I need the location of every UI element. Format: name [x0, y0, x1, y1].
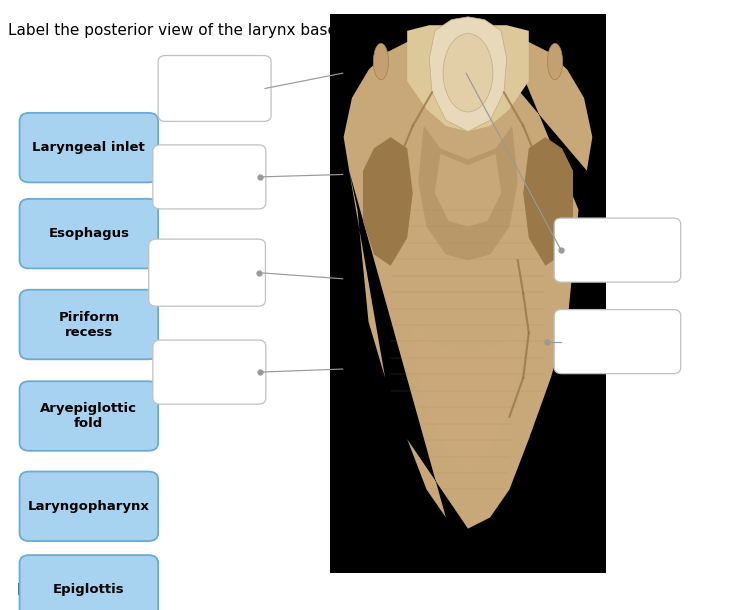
- FancyBboxPatch shape: [554, 218, 681, 282]
- FancyBboxPatch shape: [20, 472, 158, 541]
- FancyBboxPatch shape: [20, 199, 158, 268]
- Polygon shape: [343, 31, 593, 529]
- FancyBboxPatch shape: [20, 113, 158, 182]
- Ellipse shape: [547, 43, 562, 80]
- FancyBboxPatch shape: [158, 56, 271, 121]
- Polygon shape: [363, 137, 413, 266]
- Text: Epiglottis: Epiglottis: [53, 583, 125, 597]
- FancyBboxPatch shape: [20, 290, 158, 359]
- Polygon shape: [429, 17, 507, 132]
- Text: Reset: Reset: [17, 583, 64, 598]
- Text: Label the posterior view of the larynx based on the hints if provided.: Label the posterior view of the larynx b…: [8, 23, 534, 38]
- FancyBboxPatch shape: [20, 381, 158, 451]
- FancyBboxPatch shape: [148, 239, 265, 306]
- Polygon shape: [413, 321, 523, 467]
- Polygon shape: [407, 25, 529, 132]
- FancyBboxPatch shape: [153, 340, 266, 404]
- Polygon shape: [418, 126, 518, 260]
- Text: Aryepiglottic
fold: Aryepiglottic fold: [41, 402, 137, 430]
- Polygon shape: [523, 137, 573, 266]
- Polygon shape: [434, 154, 501, 226]
- Text: Laryngeal inlet: Laryngeal inlet: [32, 141, 145, 154]
- Ellipse shape: [373, 43, 389, 80]
- Text: Piriform
recess: Piriform recess: [58, 310, 120, 339]
- FancyBboxPatch shape: [153, 145, 266, 209]
- Text: Esophagus: Esophagus: [48, 227, 130, 240]
- FancyBboxPatch shape: [554, 310, 681, 373]
- Text: Zoom: Zoom: [60, 583, 106, 598]
- Bar: [330, 14, 606, 573]
- Ellipse shape: [443, 34, 493, 112]
- FancyBboxPatch shape: [20, 555, 158, 610]
- Text: Laryngopharynx: Laryngopharynx: [28, 500, 150, 513]
